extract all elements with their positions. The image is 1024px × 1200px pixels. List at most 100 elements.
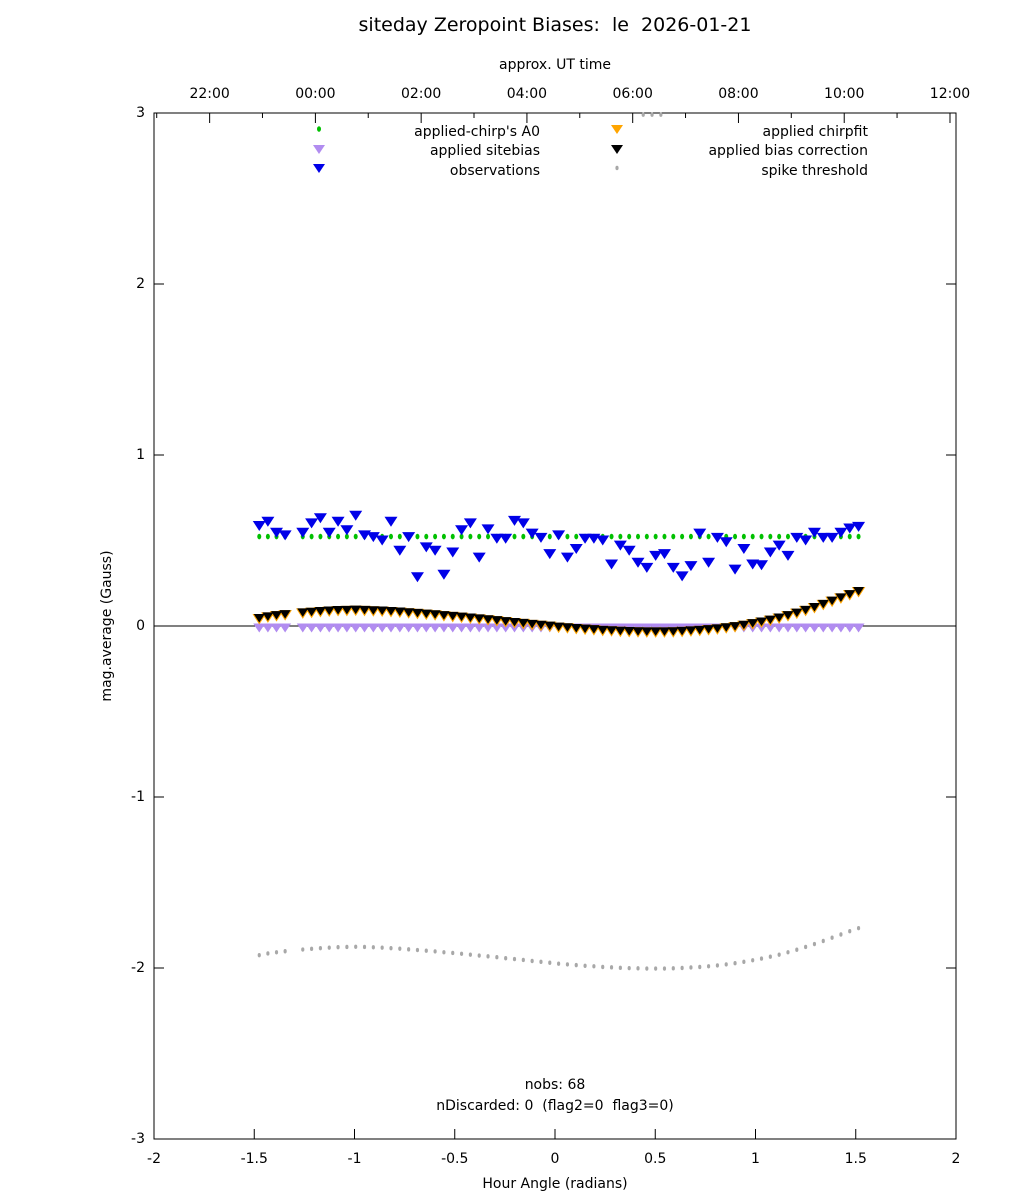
bias-correction-point — [359, 605, 371, 615]
observation-point — [305, 518, 319, 529]
observation-point — [437, 569, 451, 580]
bias-correction-point — [271, 611, 283, 620]
sitebias-point — [376, 623, 389, 633]
spike-threshold-point — [662, 966, 667, 971]
observation-point — [463, 518, 477, 529]
legend-item: applied-chirp's A0 — [310, 122, 572, 141]
a0-point — [671, 533, 676, 540]
observation-point — [843, 523, 857, 534]
sitebias-point — [340, 623, 353, 633]
spike-threshold-point — [468, 952, 472, 957]
bias-correction-point — [500, 617, 512, 626]
y-tick-label: -2 — [131, 960, 145, 976]
x-tick-label: 0 — [550, 1151, 560, 1167]
spike-threshold-point — [309, 946, 314, 952]
x-axis-label: Hour Angle (radians) — [482, 1176, 628, 1192]
x-tick-label: 1.5 — [844, 1151, 867, 1167]
sitebias-point — [332, 623, 345, 633]
sitebias-point — [464, 623, 477, 633]
bias-correction-point — [588, 625, 600, 634]
bias-correction-point — [844, 590, 856, 599]
bias-correction-point — [853, 587, 865, 596]
legend-marker-triangle-down — [611, 125, 900, 139]
spike-threshold-point — [641, 112, 645, 117]
spike-threshold-point — [459, 951, 464, 957]
spike-threshold-point — [274, 950, 279, 955]
bias-correction-point — [464, 613, 476, 623]
a0-point — [636, 533, 641, 540]
bias-correction-point — [420, 609, 432, 619]
y-tick-label: -1 — [131, 789, 145, 805]
observation-point — [455, 525, 469, 536]
spike-threshold-point — [398, 946, 402, 951]
legend-item-label: spike threshold — [761, 162, 868, 179]
spike-threshold-point — [354, 944, 358, 949]
y-tick-label: 3 — [136, 105, 145, 121]
a0-point — [547, 533, 552, 540]
nobs-annotation: nobs: 68 — [524, 1077, 586, 1093]
sitebias-point — [808, 623, 821, 633]
observation-point — [666, 562, 680, 573]
bias-correction-point — [438, 611, 450, 620]
sitebias-point — [852, 623, 865, 633]
observation-point — [410, 572, 424, 583]
bias-correction-point — [738, 620, 750, 630]
a0-point — [680, 533, 685, 540]
x-tick-label: -2 — [147, 1151, 161, 1167]
x-tick-label: -1.5 — [240, 1151, 268, 1167]
spike-threshold-point — [839, 932, 843, 937]
spike-threshold-point — [433, 949, 437, 954]
legend-item-label: applied-chirp's A0 — [414, 123, 540, 140]
spike-threshold-point — [266, 951, 270, 956]
bias-correction-point — [253, 614, 265, 623]
a0-point — [309, 533, 314, 540]
ut-tick-label: 02:00 — [400, 86, 442, 102]
observation-point — [402, 532, 416, 543]
bias-correction-point — [447, 611, 459, 621]
observation-point — [640, 562, 654, 573]
legend-item-label: applied sitebias — [429, 143, 540, 159]
bias-correction-point — [720, 623, 732, 632]
observation-point — [419, 542, 433, 553]
a0-point — [733, 533, 738, 540]
sitebias-point — [270, 623, 283, 633]
observation-point — [296, 527, 310, 538]
x-tick-label: 2 — [951, 1151, 961, 1167]
observation-point — [684, 561, 698, 572]
bias-correction-point — [297, 608, 309, 617]
spike-threshold-point — [504, 956, 508, 961]
sitebias-point — [253, 623, 266, 633]
spike-threshold-point — [848, 929, 852, 934]
spike-threshold-point — [301, 947, 305, 952]
spike-threshold-point — [627, 965, 631, 971]
observation-point — [560, 552, 574, 563]
bias-correction-point — [676, 626, 688, 636]
a0-point — [741, 533, 746, 540]
a0-point — [477, 533, 482, 540]
spike-threshold-point — [380, 945, 384, 950]
bias-correction-point — [800, 605, 812, 615]
spike-threshold-point — [786, 950, 790, 955]
observation-point — [763, 547, 777, 558]
spike-threshold-point — [318, 945, 323, 951]
spike-threshold-point — [671, 966, 675, 971]
observation-point — [322, 527, 336, 538]
bias-correction-point — [773, 613, 785, 623]
observation-point — [472, 552, 486, 563]
spike-threshold-point — [706, 964, 711, 969]
observation-point — [340, 525, 354, 536]
spike-threshold-point — [539, 959, 543, 965]
observation-point — [852, 521, 866, 532]
bias-correction-point — [632, 627, 644, 636]
spike-threshold-point — [442, 950, 446, 955]
spike-threshold-point — [477, 953, 481, 958]
spike-threshold-point — [548, 960, 552, 965]
bias-correction-point — [747, 619, 759, 628]
a0-point — [706, 533, 711, 540]
a0-point — [618, 533, 623, 540]
sitebias-point — [817, 623, 830, 633]
sitebias-point — [402, 623, 415, 633]
bias-correction-point — [614, 626, 626, 636]
a0-point — [336, 533, 341, 540]
observation-point — [649, 550, 663, 561]
